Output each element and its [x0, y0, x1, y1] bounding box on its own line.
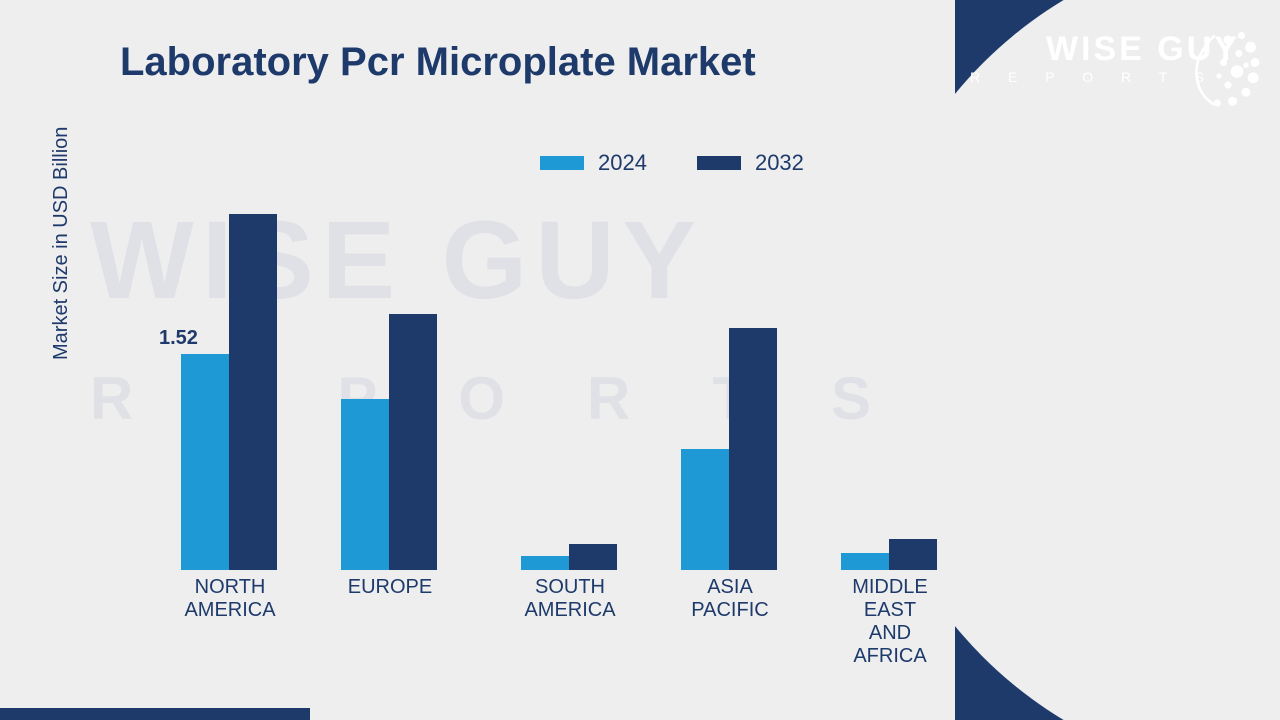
- legend-item-2024: 2024: [540, 150, 647, 176]
- bar-series-a: [181, 354, 229, 570]
- chart-title: Laboratory Pcr Microplate Market: [120, 40, 756, 85]
- bar-series-a: [841, 553, 889, 570]
- bar-series-b: [389, 314, 437, 570]
- bar-series-a: [341, 399, 389, 570]
- plot: 1.52: [120, 200, 940, 570]
- head-dots-icon: [1174, 22, 1264, 112]
- chart-area: Market Size in USD Billion 2024 2032 1.5…: [60, 160, 950, 700]
- category-label: NORTH AMERICA: [160, 576, 300, 622]
- footer-accent: [0, 708, 310, 720]
- category-label: EUROPE: [320, 576, 460, 599]
- bar-series-b: [889, 539, 937, 570]
- legend-item-2032: 2032: [697, 150, 804, 176]
- bar-series-b: [729, 328, 777, 570]
- bar-series-a: [521, 556, 569, 570]
- legend-swatch-a: [540, 156, 584, 170]
- bar-value-label: 1.52: [159, 327, 198, 350]
- legend: 2024 2032: [540, 150, 804, 176]
- y-axis-label: Market Size in USD Billion: [50, 127, 73, 360]
- bar-series-b: [229, 214, 277, 570]
- category-label: SOUTH AMERICA: [500, 576, 640, 622]
- category-label: ASIA PACIFIC: [660, 576, 800, 622]
- legend-label-a: 2024: [598, 150, 647, 176]
- legend-swatch-b: [697, 156, 741, 170]
- category-label: MIDDLE EAST AND AFRICA: [820, 576, 960, 668]
- bar-series-a: [681, 449, 729, 570]
- bar-series-b: [569, 544, 617, 570]
- legend-label-b: 2032: [755, 150, 804, 176]
